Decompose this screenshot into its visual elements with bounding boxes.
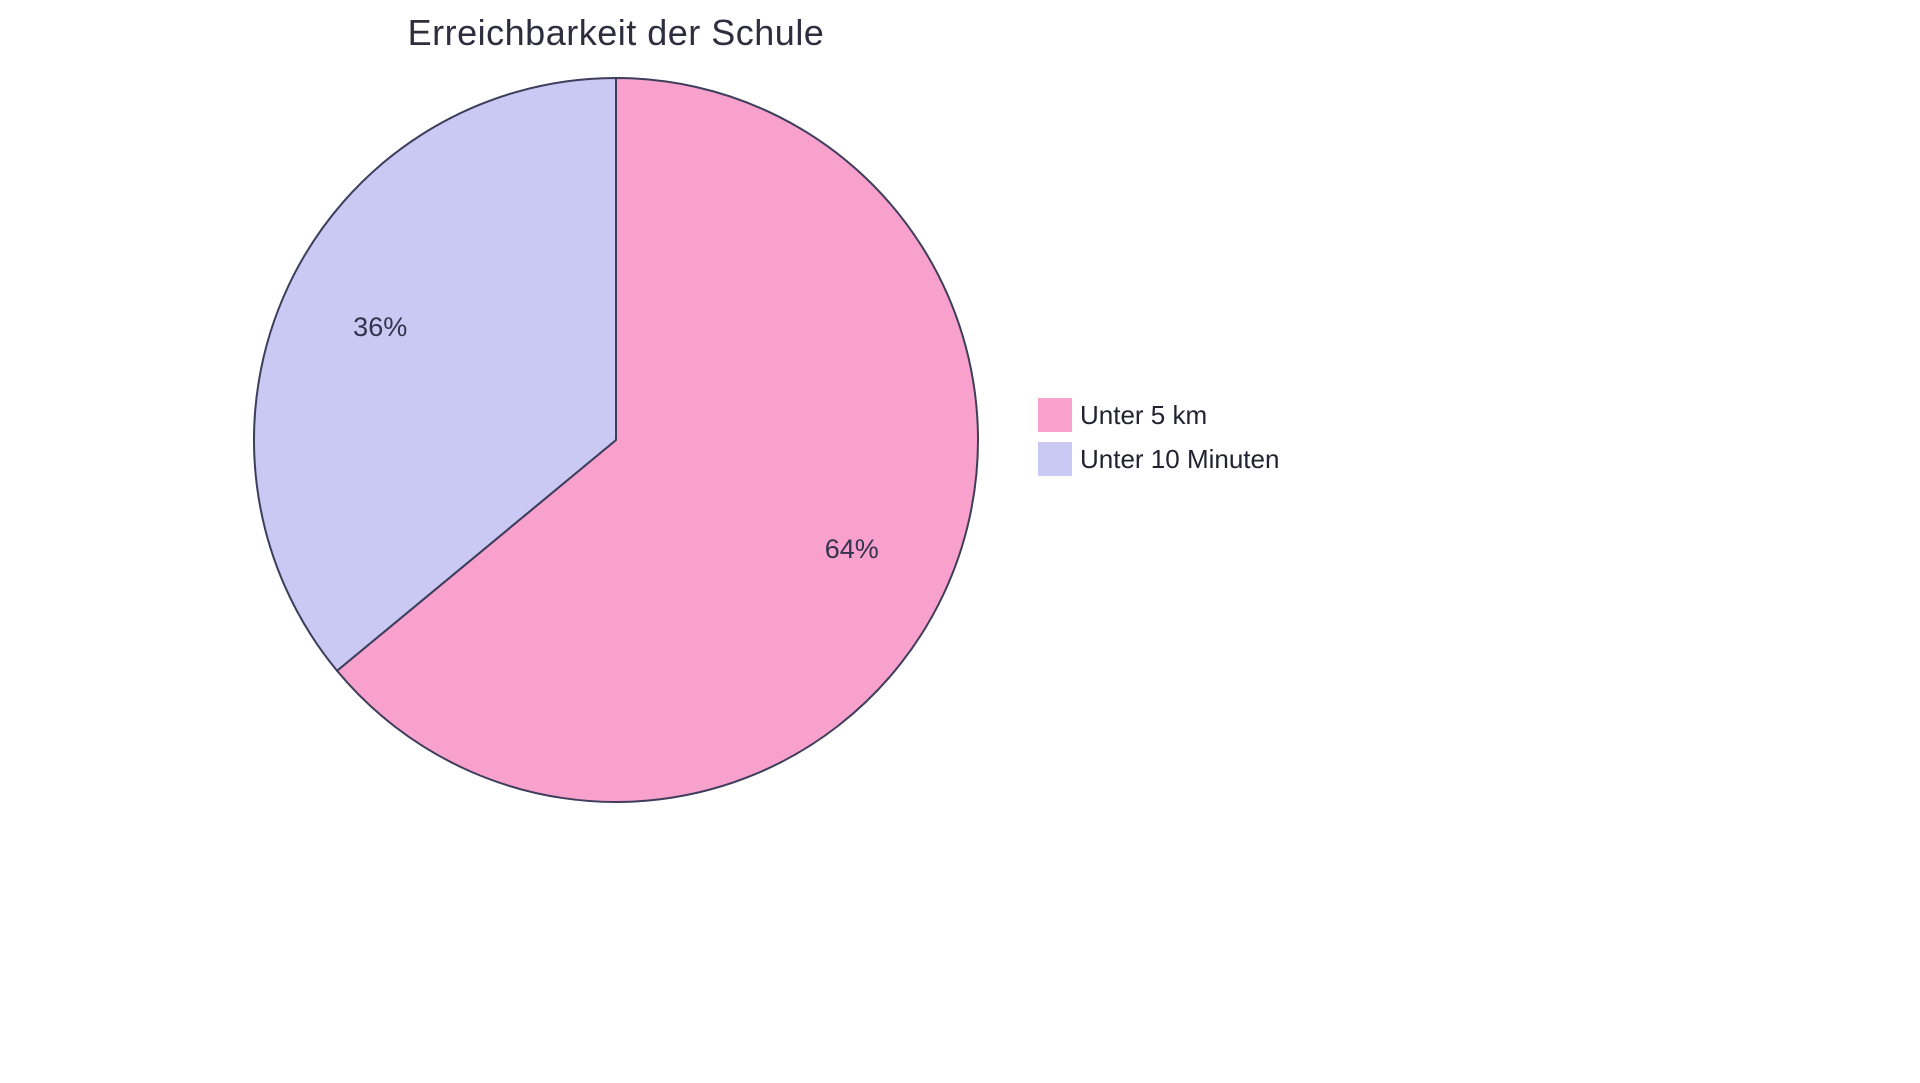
legend-swatch-unter-10-minuten: [1038, 442, 1072, 476]
legend: Unter 5 km Unter 10 Minuten: [1038, 393, 1279, 481]
chart-title: Erreichbarkeit der Schule: [407, 12, 825, 53]
legend-item-unter-5km: Unter 5 km: [1038, 393, 1279, 437]
pie-slice-0: [336, 77, 979, 803]
pie-slice-percent-label-1: 36%: [353, 312, 407, 342]
legend-swatch-unter-5km: [1038, 398, 1072, 432]
legend-label-unter-10-minuten: Unter 10 Minuten: [1080, 443, 1280, 474]
pie-slice-percent-label-0: 64%: [825, 534, 879, 564]
legend-item-unter-10-minuten: Unter 10 Minuten: [1038, 437, 1279, 481]
pie-slice-1: [252, 77, 617, 672]
legend-label-unter-5km: Unter 5 km: [1080, 399, 1208, 430]
